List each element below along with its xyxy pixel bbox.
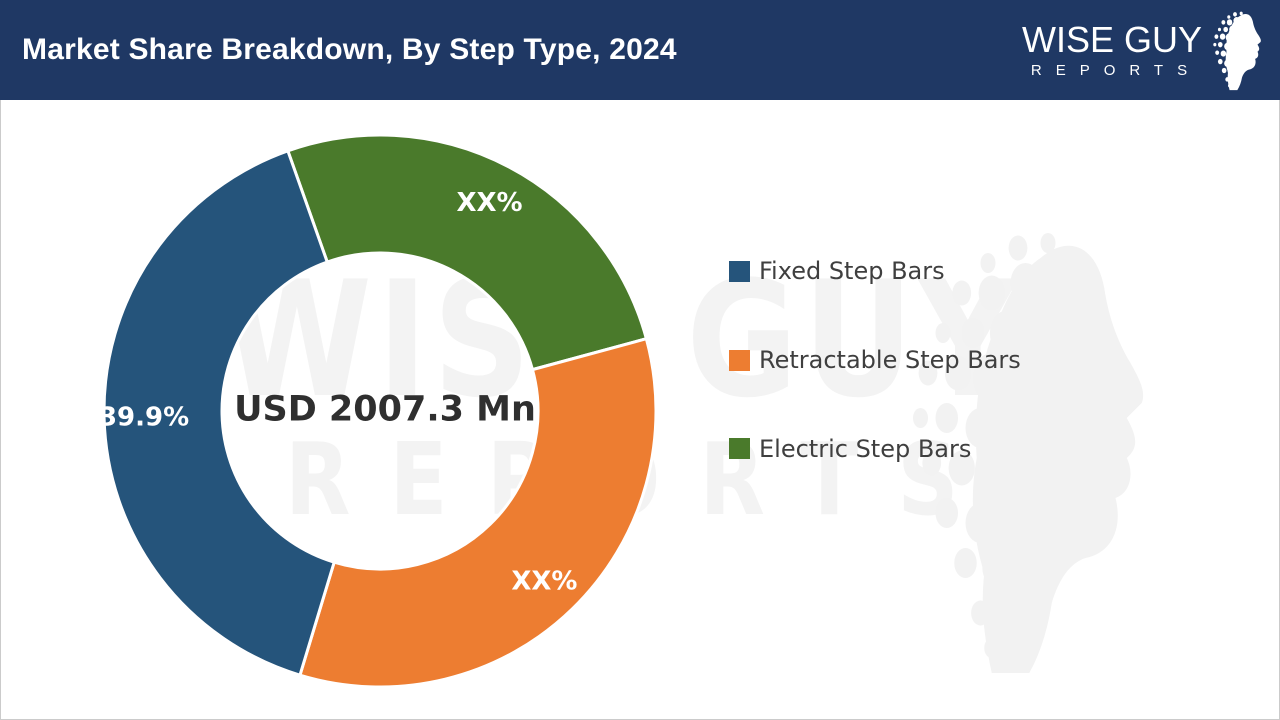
legend-swatch-fixed xyxy=(729,260,750,282)
donut-chart: XX% XX% 39.9% USD 2007.3 Mn xyxy=(100,133,658,689)
legend: Fixed Step Bars Retractable Step Bars El… xyxy=(729,257,1021,463)
legend-swatch-electric xyxy=(729,438,750,460)
donut-center-value: USD 2007.3 Mn xyxy=(234,389,536,429)
legend-label-retractable: Retractable Step Bars xyxy=(759,345,1021,374)
legend-swatch-retractable xyxy=(729,349,750,371)
wise-guy-reports-logo: WISE GUY REPORTS xyxy=(1022,9,1266,91)
legend-item-electric-step-bars: Electric Step Bars xyxy=(729,435,1021,464)
logo-name-text: WISE GUY xyxy=(1021,19,1202,60)
donut-slices: XX% XX% 39.9% xyxy=(100,133,658,689)
chart-area: WISE GUY REPORTS XX%XX%39.9% USD 2007.3 … xyxy=(0,100,1280,720)
legend-item-fixed-step-bars: Fixed Step Bars xyxy=(729,257,1021,286)
slice-label-electric-step-bars: XX% xyxy=(456,188,522,218)
header-bar: Market Share Breakdown, By Step Type, 20… xyxy=(0,0,1280,100)
donut-slice-electric-step-bars xyxy=(286,133,648,372)
slice-label-retractable-step-bars: XX% xyxy=(511,566,577,596)
page-title: Market Share Breakdown, By Step Type, 20… xyxy=(22,33,677,66)
legend-label-fixed: Fixed Step Bars xyxy=(759,257,945,285)
legend-label-electric: Electric Step Bars xyxy=(759,434,972,463)
logo-head-icon xyxy=(1213,11,1261,91)
donut-slice-fixed-step-bars xyxy=(102,149,336,677)
logo-reports-text: REPORTS xyxy=(1030,62,1202,79)
legend-item-retractable-step-bars: Retractable Step Bars xyxy=(729,346,1021,375)
donut-slice-retractable-step-bars xyxy=(298,337,658,689)
logo-text: WISE GUY REPORTS xyxy=(1021,19,1202,79)
slice-label-fixed-step-bars: 39.9% xyxy=(100,403,189,433)
